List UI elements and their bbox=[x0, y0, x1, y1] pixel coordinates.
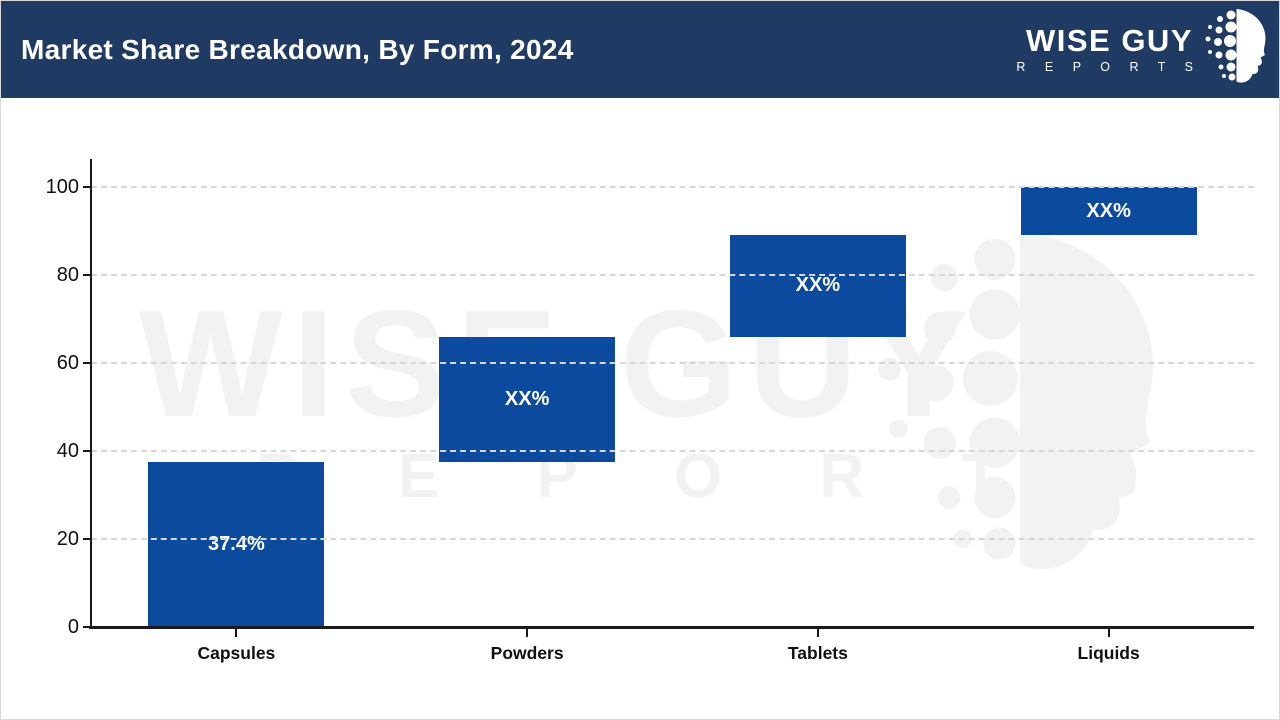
y-tick-60 bbox=[83, 362, 91, 364]
x-tick-label-tablets: Tablets bbox=[787, 643, 848, 663]
logo-text: WISE GUY R E P O R T S bbox=[1016, 25, 1193, 74]
header: Market Share Breakdown, By Form, 2024 WI… bbox=[1, 1, 1279, 98]
x-tick-label-liquids: Liquids bbox=[1077, 643, 1140, 663]
y-tick-label-60: 60 bbox=[56, 352, 79, 374]
chart-area: WISE GUY R E P O R T S 0 20 40 60 80 10 bbox=[1, 98, 1279, 719]
x-tick-capsules bbox=[235, 629, 238, 637]
y-tick-label-40: 40 bbox=[56, 440, 79, 462]
x-tick-label-capsules: Capsules bbox=[197, 643, 276, 663]
x-tick-label-powders: Powders bbox=[490, 643, 564, 663]
gridline-100 bbox=[91, 186, 1254, 188]
gridline-20 bbox=[91, 538, 1254, 540]
y-tick-label-0: 0 bbox=[67, 616, 79, 638]
y-tick-label-80: 80 bbox=[56, 264, 79, 286]
logo-head-icon bbox=[1197, 5, 1269, 94]
y-tick-label-100: 100 bbox=[45, 176, 79, 198]
bar-liquids: XX% bbox=[1020, 187, 1197, 236]
gridline-80 bbox=[91, 274, 1254, 276]
x-tick-tablets bbox=[816, 629, 819, 637]
logo-wordmark: WISE GUY bbox=[1025, 23, 1193, 59]
bar-value-label-liquids: XX% bbox=[1086, 199, 1131, 222]
chart-title: Market Share Breakdown, By Form, 2024 bbox=[21, 33, 574, 65]
gridline-40 bbox=[91, 450, 1254, 452]
x-tick-powders bbox=[526, 629, 529, 637]
wise-guy-logo: WISE GUY R E P O R T S bbox=[1016, 5, 1269, 94]
y-tick-label-20: 20 bbox=[56, 528, 79, 550]
y-tick-80 bbox=[83, 274, 91, 276]
x-axis-line bbox=[89, 626, 1254, 629]
y-tick-100 bbox=[83, 186, 91, 188]
y-tick-40 bbox=[83, 450, 91, 452]
y-tick-20 bbox=[83, 538, 91, 540]
y-axis-line bbox=[90, 159, 92, 629]
bar-value-label-powders: XX% bbox=[504, 388, 550, 410]
logo-subtitle: R E P O R T S bbox=[1016, 60, 1201, 75]
x-tick-liquids bbox=[1107, 629, 1110, 637]
bar-value-label-tablets: XX% bbox=[795, 274, 841, 297]
bar-powders: XX% bbox=[439, 336, 616, 463]
bar-capsules: 37.4% bbox=[148, 462, 325, 627]
y-tick-0 bbox=[83, 626, 91, 628]
bar-tablets: XX% bbox=[729, 235, 906, 337]
plot-area: 0 20 40 60 80 100 37.4% Capsules XX% Powders XX% Ta… bbox=[1, 98, 1279, 719]
gridline-60 bbox=[91, 362, 1254, 364]
bar-value-label-capsules: 37.4% bbox=[208, 533, 265, 556]
